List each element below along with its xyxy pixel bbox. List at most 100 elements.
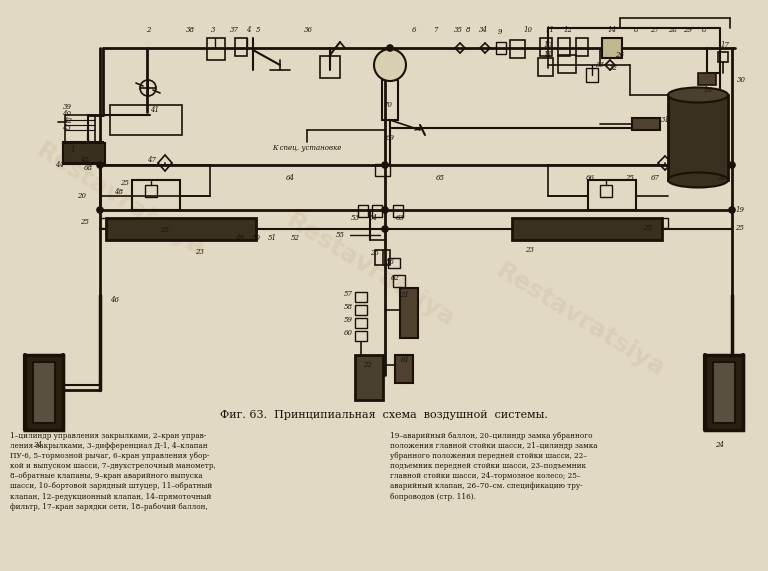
Bar (63, 142, 103, 164)
Bar (512, 218, 662, 240)
Bar (632, 118, 660, 130)
Bar (698, 73, 716, 85)
Bar (586, 68, 598, 82)
Text: 25: 25 (644, 224, 653, 232)
Bar (388, 258, 400, 268)
Bar (588, 180, 636, 210)
Circle shape (97, 162, 103, 168)
Text: 29: 29 (684, 26, 693, 34)
Bar (106, 218, 256, 240)
Bar (393, 275, 405, 287)
Text: 2: 2 (146, 26, 151, 34)
Text: 65: 65 (435, 174, 445, 182)
Text: 67: 67 (650, 174, 660, 182)
Bar (355, 305, 367, 315)
Bar (132, 180, 180, 210)
Text: 19–аварийный баллон, 20–цилиндр замка убранного
положения главной стойки шасси, : 19–аварийный баллон, 20–цилиндр замка уб… (390, 432, 598, 501)
Bar (375, 250, 390, 265)
Text: 51: 51 (267, 234, 276, 242)
Text: 11: 11 (544, 51, 552, 59)
Bar (713, 362, 735, 423)
Bar (558, 55, 576, 73)
Text: 59: 59 (343, 316, 353, 324)
Bar (558, 38, 570, 56)
Bar (65, 115, 95, 153)
Text: 22: 22 (363, 361, 372, 369)
Bar (355, 318, 367, 328)
Bar (496, 42, 506, 54)
Circle shape (729, 207, 735, 213)
Text: 12: 12 (564, 26, 572, 34)
Text: 56: 56 (386, 258, 395, 266)
Bar (705, 355, 743, 430)
Text: 5: 5 (256, 26, 260, 34)
Text: 25: 25 (370, 249, 379, 257)
Text: 27: 27 (650, 26, 660, 34)
Bar (355, 292, 367, 302)
Text: 50: 50 (251, 234, 260, 242)
Bar (510, 40, 525, 58)
Text: 48: 48 (114, 188, 124, 196)
Text: 64: 64 (286, 174, 294, 182)
Text: 33: 33 (595, 61, 604, 69)
Circle shape (387, 45, 393, 51)
Bar (600, 185, 612, 197)
Text: 61: 61 (400, 356, 409, 364)
Text: 30: 30 (737, 76, 746, 84)
Text: Фиг. 63.  Принципиальная  схема  воздушной  системы.: Фиг. 63. Принципиальная схема воздушной … (220, 410, 548, 420)
Bar (207, 38, 225, 60)
Bar (63, 143, 105, 163)
Text: 49: 49 (236, 234, 244, 242)
Text: 14: 14 (607, 26, 617, 34)
Text: 38: 38 (186, 26, 194, 34)
Text: 57: 57 (343, 290, 353, 298)
Text: 53: 53 (350, 214, 359, 222)
Text: 40: 40 (62, 110, 71, 118)
Text: 24: 24 (34, 441, 42, 449)
Bar (145, 185, 157, 197)
Text: 11: 11 (545, 26, 554, 34)
Text: Restavratsiya: Restavratsiya (31, 138, 209, 262)
Text: 34: 34 (478, 26, 488, 34)
Bar (576, 38, 588, 56)
Text: К спец. установке: К спец. установке (273, 144, 342, 152)
Bar (358, 205, 368, 217)
Text: Restavratsiya: Restavratsiya (281, 208, 458, 332)
Bar (375, 164, 390, 176)
Text: 24: 24 (716, 441, 724, 449)
Bar (540, 38, 552, 56)
Text: 68: 68 (84, 164, 92, 172)
Bar (235, 38, 247, 56)
Circle shape (382, 226, 388, 232)
Text: 25: 25 (161, 226, 170, 234)
Bar (668, 95, 728, 180)
Text: 23: 23 (196, 248, 204, 256)
Ellipse shape (668, 87, 728, 103)
Bar (660, 218, 668, 228)
Text: 21: 21 (400, 291, 409, 299)
Text: 25: 25 (121, 179, 130, 187)
Text: 39: 39 (62, 103, 71, 111)
Text: 6: 6 (412, 26, 416, 34)
Text: 43: 43 (62, 124, 71, 132)
Text: 55: 55 (336, 231, 345, 239)
Bar (355, 355, 383, 400)
Bar (393, 205, 403, 217)
Circle shape (374, 49, 406, 81)
Bar (372, 205, 382, 217)
Text: 19: 19 (736, 206, 744, 214)
Text: 10: 10 (524, 26, 532, 34)
Text: 1–цилиндр управления закрылками, 2–кран управ-
ления закрылками, 3–дифференциал : 1–цилиндр управления закрылками, 2–кран … (10, 432, 216, 510)
Bar (33, 362, 55, 423)
Bar (25, 355, 63, 430)
Text: 17: 17 (720, 41, 730, 49)
Text: 8: 8 (465, 26, 470, 34)
Text: Restavratsiya: Restavratsiya (492, 258, 669, 381)
Text: 35: 35 (453, 26, 462, 34)
Bar (110, 105, 182, 135)
Text: 69: 69 (386, 134, 395, 142)
Text: 52: 52 (290, 234, 300, 242)
Text: 7: 7 (432, 26, 437, 34)
Text: 54: 54 (369, 214, 378, 222)
Bar (400, 288, 418, 338)
